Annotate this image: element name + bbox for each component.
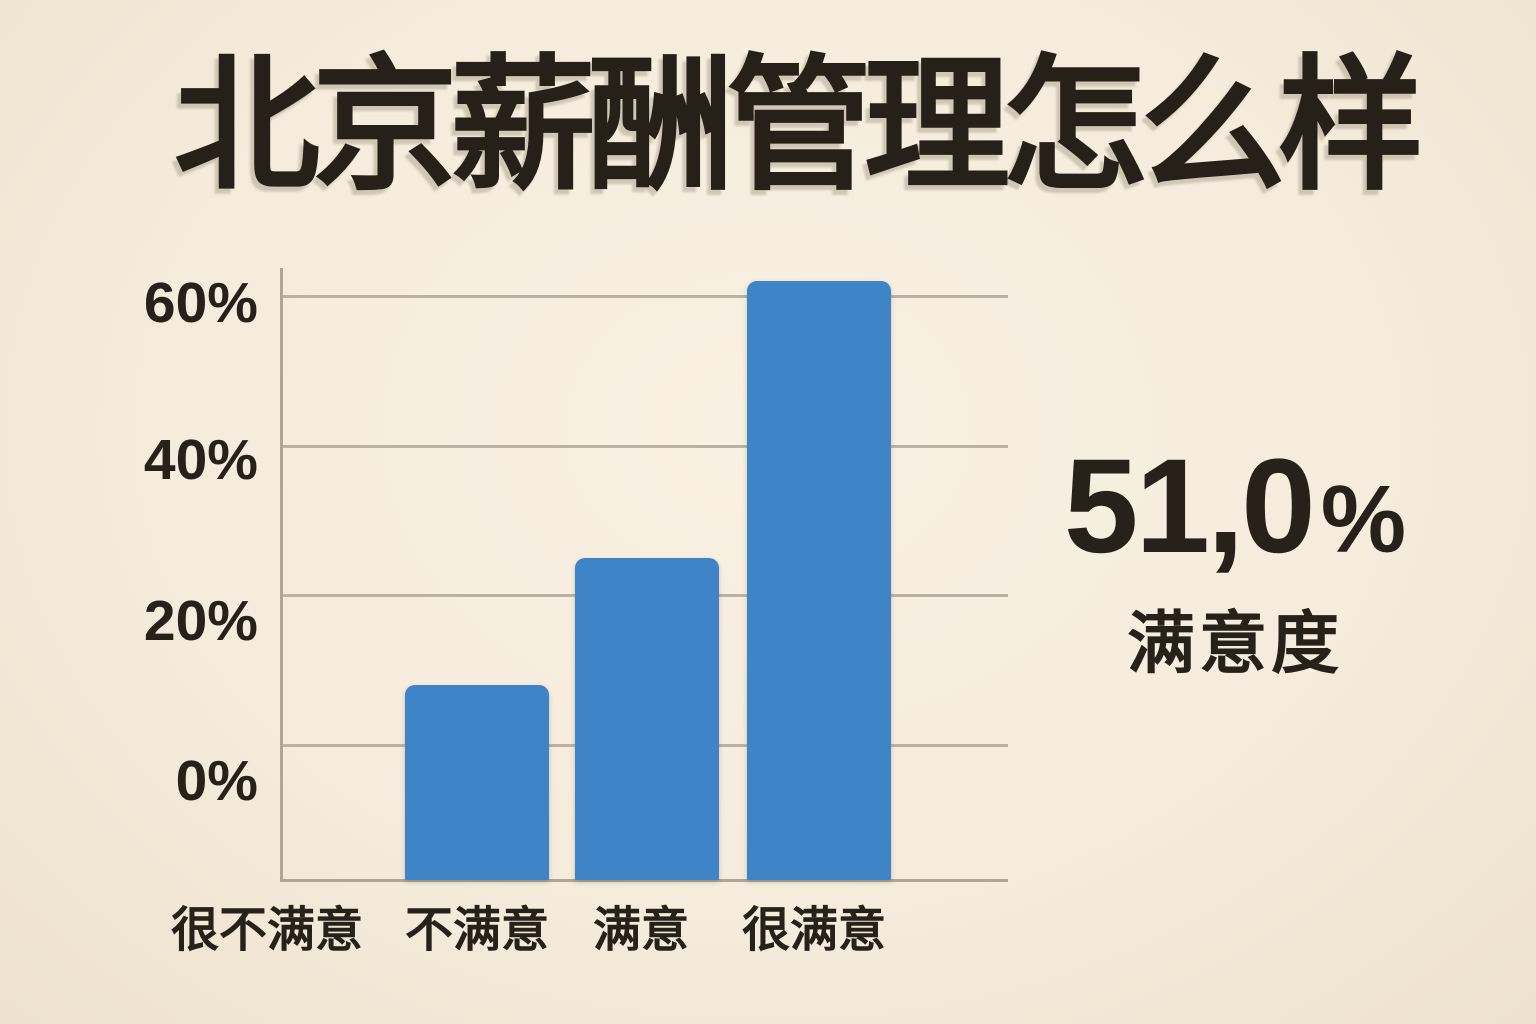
y-axis-line	[280, 268, 283, 882]
gridline	[281, 295, 1008, 298]
bar	[575, 558, 719, 880]
y-axis-tick-label: 40%	[143, 428, 258, 492]
stat-label: 满意度	[1126, 606, 1343, 682]
stat-highlight: 51,0%	[1030, 440, 1440, 575]
stat-value: 51,0	[1063, 432, 1316, 581]
gridline	[281, 445, 1008, 448]
chart-title: 北京薪酬管理怎么样	[174, 44, 1424, 207]
y-axis-tick-label: 0%	[175, 749, 258, 813]
y-axis-tick-label: 60%	[143, 271, 258, 335]
bar	[747, 281, 891, 880]
y-axis-tick-label: 20%	[143, 589, 258, 653]
x-axis-label: 不满意	[404, 904, 549, 957]
bar	[405, 685, 549, 880]
x-axis-line	[281, 879, 1008, 882]
x-axis-label: 很不满意	[170, 904, 363, 957]
x-axis-label: 很满意	[741, 904, 886, 957]
x-axis-label: 满意	[592, 904, 689, 957]
stat-percent-sign: %	[1320, 466, 1407, 573]
